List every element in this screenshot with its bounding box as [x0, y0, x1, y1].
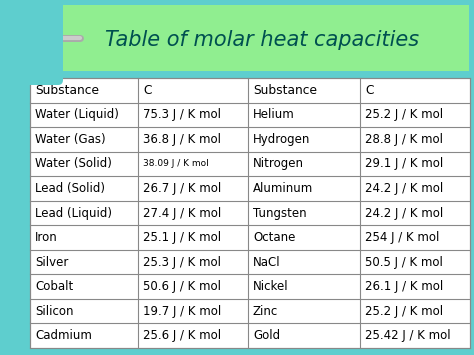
- Text: Iron: Iron: [35, 231, 58, 244]
- Text: Substance: Substance: [35, 84, 99, 97]
- Text: Hydrogen: Hydrogen: [253, 133, 310, 146]
- Text: C: C: [365, 84, 374, 97]
- Text: 27.4 J / K mol: 27.4 J / K mol: [143, 207, 221, 219]
- Text: Substance: Substance: [253, 84, 317, 97]
- Text: 24.2 J / K mol: 24.2 J / K mol: [365, 182, 443, 195]
- Text: Lead (Liquid): Lead (Liquid): [35, 207, 112, 219]
- Text: Helium: Helium: [253, 108, 295, 121]
- Text: 50.5 J / K mol: 50.5 J / K mol: [365, 256, 443, 269]
- Text: Silver: Silver: [35, 256, 68, 269]
- Text: 25.2 J / K mol: 25.2 J / K mol: [365, 305, 443, 318]
- Text: NaCl: NaCl: [253, 256, 281, 269]
- Text: 24.2 J / K mol: 24.2 J / K mol: [365, 207, 443, 219]
- Bar: [55, 5, 469, 71]
- Text: Octane: Octane: [253, 231, 295, 244]
- Text: 25.1 J / K mol: 25.1 J / K mol: [143, 231, 221, 244]
- Text: 29.1 J / K mol: 29.1 J / K mol: [365, 157, 443, 170]
- Text: Nickel: Nickel: [253, 280, 289, 293]
- Text: C: C: [143, 84, 152, 97]
- Text: 25.42 J / K mol: 25.42 J / K mol: [365, 329, 451, 342]
- Polygon shape: [0, 1, 14, 80]
- Text: Gold: Gold: [253, 329, 280, 342]
- Text: 26.1 J / K mol: 26.1 J / K mol: [365, 280, 443, 293]
- Text: 38.09 J / K mol: 38.09 J / K mol: [143, 159, 209, 168]
- Text: Nitrogen: Nitrogen: [253, 157, 304, 170]
- Text: 25.2 J / K mol: 25.2 J / K mol: [365, 108, 443, 121]
- Text: Tungsten: Tungsten: [253, 207, 307, 219]
- Text: 25.6 J / K mol: 25.6 J / K mol: [143, 329, 221, 342]
- Text: Lead (Solid): Lead (Solid): [35, 182, 105, 195]
- Text: Silicon: Silicon: [35, 305, 73, 318]
- Text: Cobalt: Cobalt: [35, 280, 73, 293]
- Text: Water (Liquid): Water (Liquid): [35, 108, 119, 121]
- FancyBboxPatch shape: [0, 0, 63, 85]
- Text: 28.8 J / K mol: 28.8 J / K mol: [365, 133, 443, 146]
- Text: 75.3 J / K mol: 75.3 J / K mol: [143, 108, 221, 121]
- Text: Water (Gas): Water (Gas): [35, 133, 106, 146]
- Text: 25.3 J / K mol: 25.3 J / K mol: [143, 256, 221, 269]
- Text: 50.6 J / K mol: 50.6 J / K mol: [143, 280, 221, 293]
- Text: 254 J / K mol: 254 J / K mol: [365, 231, 439, 244]
- Bar: [30, 78, 470, 348]
- Text: Cadmium: Cadmium: [35, 329, 92, 342]
- Text: Zinc: Zinc: [253, 305, 278, 318]
- Text: Aluminum: Aluminum: [253, 182, 313, 195]
- Text: 36.8 J / K mol: 36.8 J / K mol: [143, 133, 221, 146]
- Text: 19.7 J / K mol: 19.7 J / K mol: [143, 305, 221, 318]
- Text: 26.7 J / K mol: 26.7 J / K mol: [143, 182, 221, 195]
- Text: Table of molar heat capacities: Table of molar heat capacities: [105, 30, 419, 50]
- Text: Water (Solid): Water (Solid): [35, 157, 112, 170]
